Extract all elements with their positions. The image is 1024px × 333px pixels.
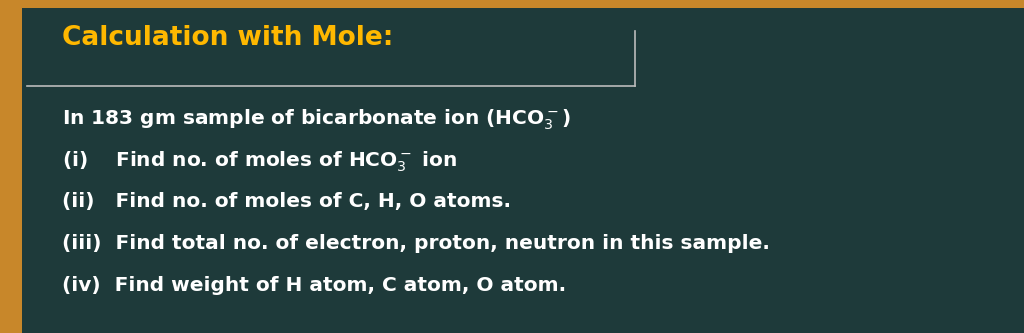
Text: (iii)  Find total no. of electron, proton, neutron in this sample.: (iii) Find total no. of electron, proton… bbox=[62, 234, 770, 253]
Text: (ii)   Find no. of moles of C, H, O atoms.: (ii) Find no. of moles of C, H, O atoms. bbox=[62, 192, 511, 211]
Text: In 183 gm sample of bicarbonate ion (HCO$_3^-$): In 183 gm sample of bicarbonate ion (HCO… bbox=[62, 108, 571, 133]
Text: (iv)  Find weight of H atom, C atom, O atom.: (iv) Find weight of H atom, C atom, O at… bbox=[62, 276, 566, 295]
Text: Calculation with Mole:: Calculation with Mole: bbox=[62, 25, 393, 51]
Text: (i)    Find no. of moles of HCO$_3^-$ ion: (i) Find no. of moles of HCO$_3^-$ ion bbox=[62, 150, 458, 174]
